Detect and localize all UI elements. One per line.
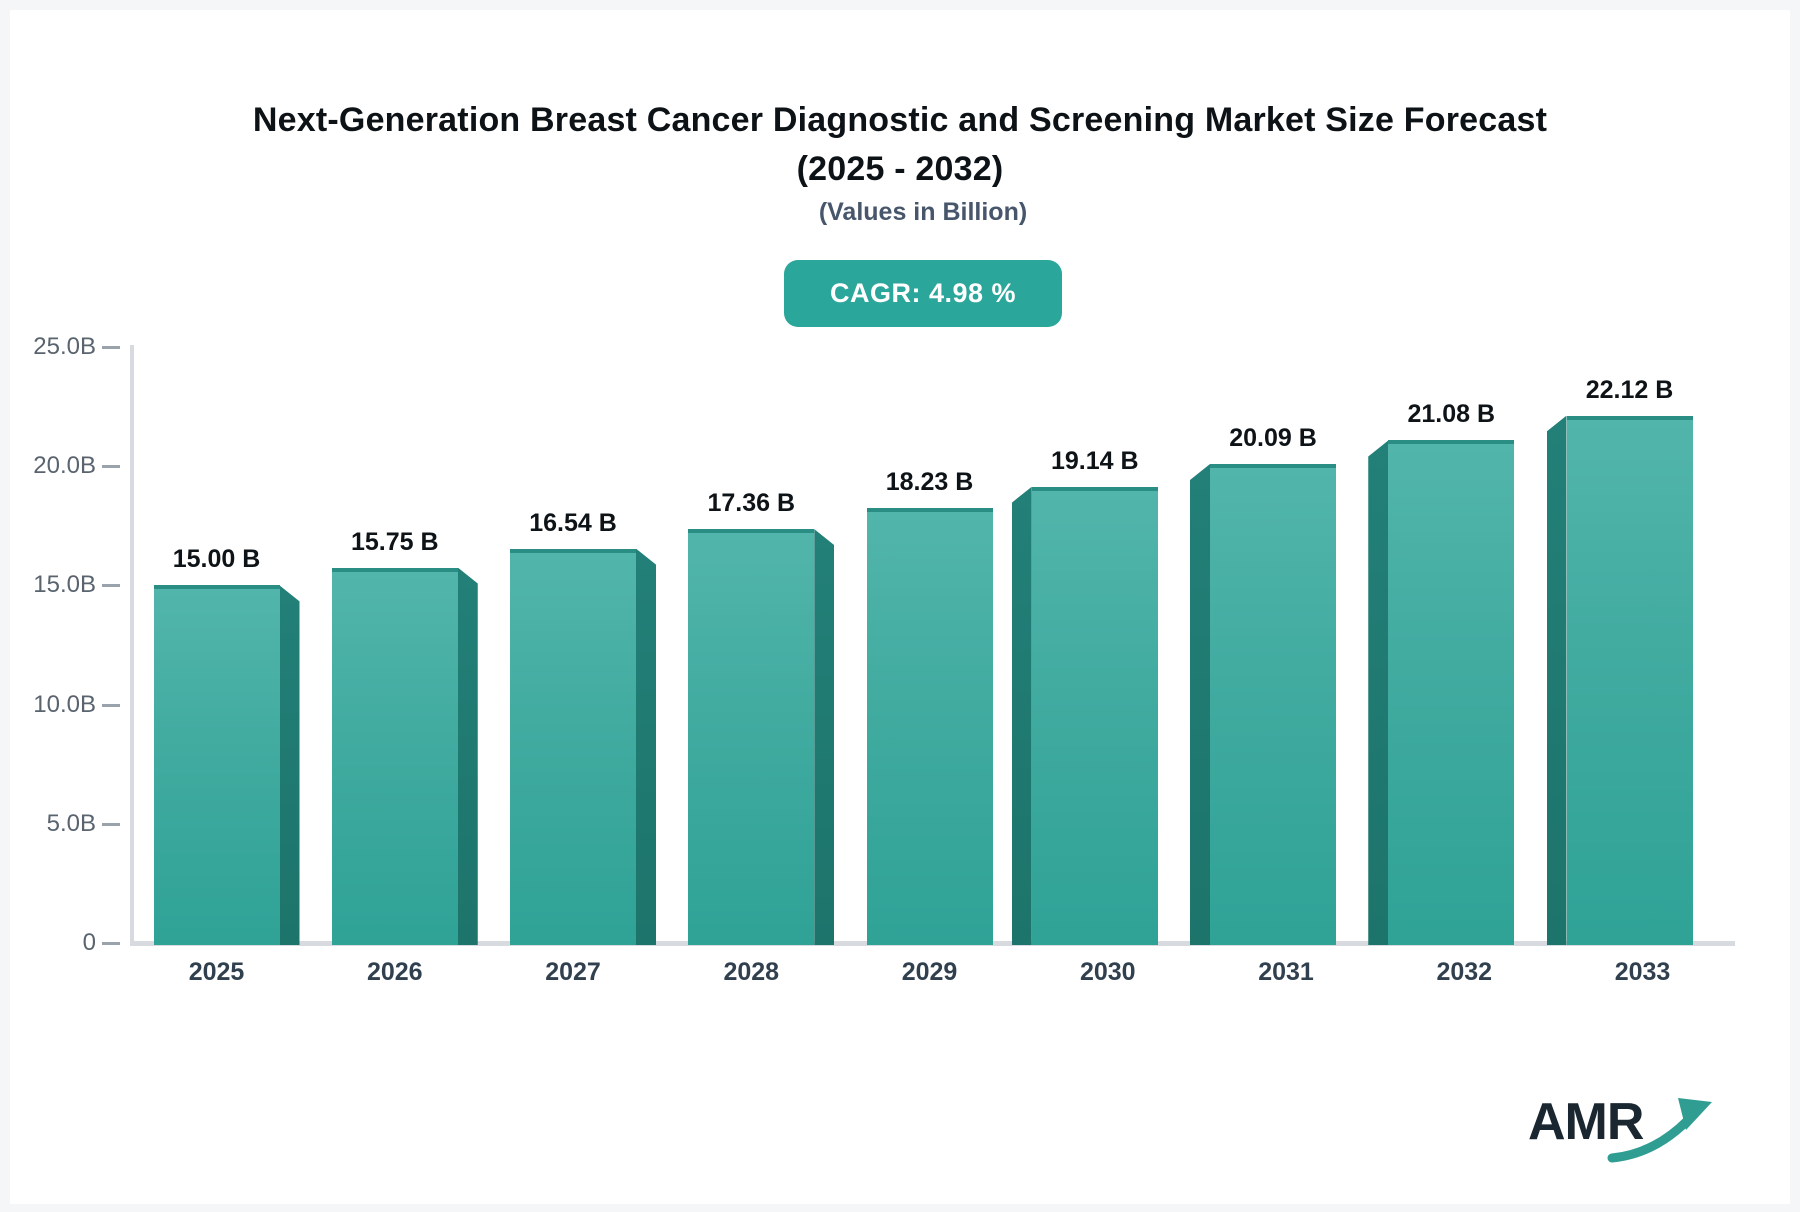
bar-3d-side-2025: [279, 585, 300, 945]
bar-3d-side-2028: [814, 529, 835, 945]
x-tick-label-2027: 2027: [545, 958, 601, 986]
x-tick-label-2026: 2026: [366, 958, 423, 986]
bar-2028[interactable]: [688, 529, 815, 945]
x-tick-label-2030: 2030: [1079, 958, 1136, 986]
bar-value-label-2029: 18.23 B: [885, 468, 974, 497]
x-tick-label-2025: 2025: [188, 958, 245, 986]
bar-3d-side-2031: [1190, 464, 1210, 945]
amr-logo-text: AMR: [1528, 1093, 1644, 1151]
bar-2032[interactable]: [1388, 440, 1515, 945]
bar-value-label-2027: 16.54 B: [529, 508, 617, 537]
y-tick-dash: [102, 942, 120, 945]
bar-2027[interactable]: [510, 548, 636, 945]
bar-2029[interactable]: [866, 508, 993, 945]
bar-2033[interactable]: [1566, 415, 1693, 945]
y-tick-dash: [102, 703, 120, 707]
x-tick-label-2033: 2033: [1614, 958, 1671, 986]
bar-2030[interactable]: [1031, 486, 1158, 945]
bar-value-label-2025: 15.00 B: [172, 545, 261, 574]
x-tick-label-2032: 2032: [1436, 958, 1493, 986]
y-tick-dash: [102, 346, 120, 349]
cagr-badge: CAGR: 4.98 %: [784, 260, 1062, 327]
bar-value-label-2031: 20.09 B: [1229, 424, 1317, 453]
y-tick-label: 25.0B: [33, 333, 96, 360]
y-tick-label: 20.0B: [33, 452, 96, 480]
x-tick-label-2029: 2029: [901, 958, 958, 986]
x-tick-label-2028: 2028: [723, 958, 780, 986]
chart-subtitle: (Values in Billion): [818, 198, 1028, 226]
bar-value-label-2032: 21.08 B: [1407, 400, 1496, 429]
bar-3d-side-2026: [457, 567, 478, 945]
y-tick-label: 15.0B: [33, 571, 96, 599]
bar-3d-side-2030: [1011, 486, 1032, 945]
bar-value-label-2028: 17.36 B: [707, 489, 796, 518]
chart-title-line1: Next-Generation Breast Cancer Diagnostic…: [252, 101, 1548, 139]
y-tick-label: 0: [82, 929, 96, 956]
amr-logo: AMR: [1528, 1092, 1712, 1172]
y-tick-dash: [102, 584, 120, 588]
y-tick-label: 5.0B: [46, 809, 96, 837]
bar-2026[interactable]: [331, 567, 458, 945]
bar-3d-side-2033: [1546, 415, 1567, 945]
x-tick-label-2031: 2031: [1258, 958, 1314, 986]
bar-2031[interactable]: [1210, 464, 1336, 945]
y-tick-dash: [102, 822, 120, 826]
chart-title-line2: (2025 - 2032): [796, 150, 1004, 188]
bar-3d-side-2027: [636, 548, 656, 945]
bar-2025[interactable]: [153, 585, 280, 945]
bar-3d-side-2032: [1368, 440, 1389, 945]
y-tick-dash: [102, 465, 120, 469]
y-axis-line: [130, 345, 134, 946]
bar-value-label-2033: 22.12 B: [1585, 375, 1674, 404]
bar-value-label-2030: 19.14 B: [1050, 446, 1139, 475]
y-tick-label: 10.0B: [33, 690, 96, 718]
bar-value-label-2026: 15.75 B: [350, 527, 439, 556]
chart-title: Next-Generation Breast Cancer Diagnostic…: [0, 96, 1800, 194]
growth-arrow-icon: [1607, 1098, 1712, 1163]
